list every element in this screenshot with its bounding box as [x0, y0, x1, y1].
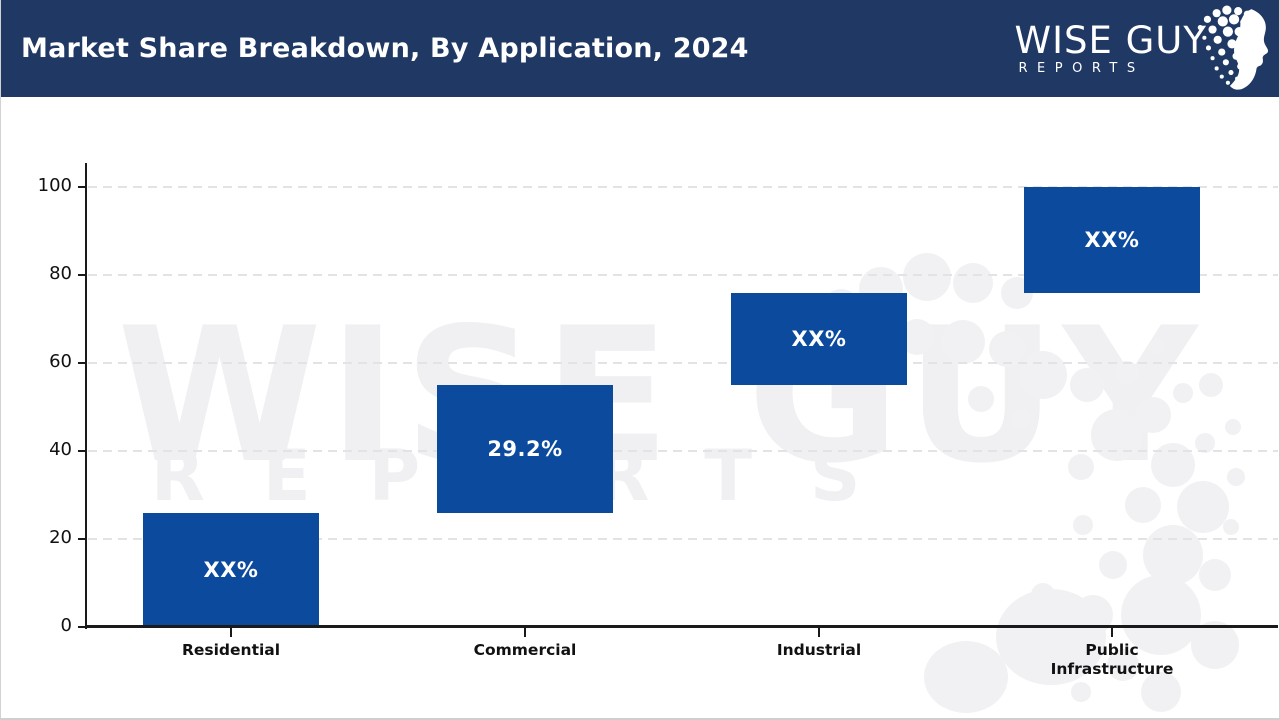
y-axis-tick: [78, 362, 86, 364]
x-axis-tick: [1111, 628, 1113, 637]
header-bar: Market Share Breakdown, By Application, …: [1, 0, 1279, 97]
y-tick-label: 20: [49, 527, 72, 548]
x-category-label: Residential: [181, 641, 281, 659]
gridline-60: [88, 362, 1278, 364]
y-tick-label: 100: [37, 175, 72, 196]
y-tick-label: 60: [49, 351, 72, 372]
y-axis-tick: [78, 538, 86, 540]
brand-name: WISE GUY: [1014, 18, 1207, 62]
y-tick-label: 40: [49, 439, 72, 460]
y-axis-tick: [78, 186, 86, 188]
y-axis-tick: [78, 274, 86, 276]
x-category-label: Public Infrastructure: [1050, 641, 1174, 679]
gridline-20: [88, 538, 1278, 540]
bar-value-label: XX%: [791, 326, 847, 351]
gridline-80: [88, 274, 1278, 276]
watermark-text-primary: WISE GUY: [117, 287, 1204, 504]
brand-subname: REPORTS: [1018, 61, 1145, 77]
brand-logo: WISE GUY REPORTS: [1015, 4, 1271, 94]
x-category-label: Commercial: [473, 641, 577, 659]
x-axis-tick: [524, 628, 526, 637]
bar-residential: XX%: [143, 513, 319, 627]
x-category-label: Industrial: [776, 641, 862, 659]
y-tick-label: 0: [60, 615, 72, 636]
bar-value-label: XX%: [1084, 227, 1140, 252]
y-axis-tick: [78, 626, 86, 628]
y-axis-line: [85, 163, 87, 629]
y-tick-label: 80: [49, 263, 72, 284]
x-axis-line: [85, 625, 1278, 628]
gridline-100: [88, 186, 1278, 188]
brand-logo-text: WISE GUY REPORTS: [1014, 18, 1207, 77]
bar-value-label: 29.2%: [487, 437, 563, 462]
x-axis-tick: [230, 628, 232, 637]
bar-industrial: XX%: [731, 292, 907, 385]
bar-commercial: 29.2%: [437, 385, 613, 514]
brand-face-icon: [1197, 5, 1269, 90]
x-axis-tick: [818, 628, 820, 637]
chart-title: Market Share Breakdown, By Application, …: [21, 33, 749, 64]
gridline-40: [88, 450, 1278, 452]
y-axis-tick: [78, 450, 86, 452]
bar-value-label: XX%: [203, 558, 259, 583]
bar-public-infrastructure: XX%: [1024, 187, 1200, 293]
